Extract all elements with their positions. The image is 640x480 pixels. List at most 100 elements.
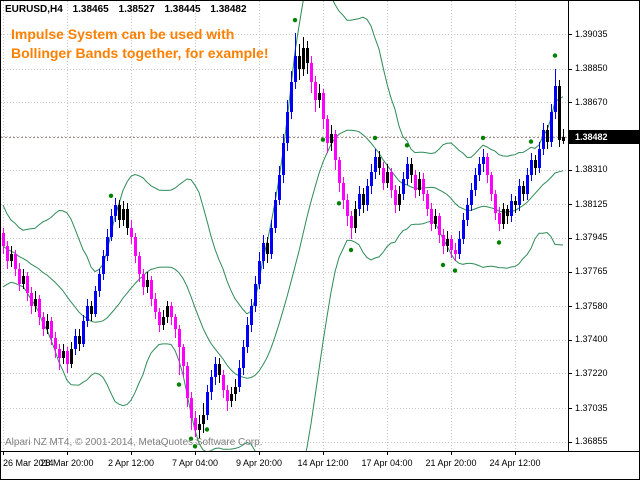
candle-body <box>146 280 149 287</box>
candle <box>150 276 153 306</box>
candle <box>158 308 161 332</box>
candle <box>246 317 249 353</box>
candle-body <box>70 349 73 364</box>
candle <box>318 84 321 108</box>
candle <box>290 71 293 119</box>
candle <box>130 220 133 244</box>
candle <box>470 183 473 211</box>
candle <box>366 179 369 211</box>
signal-dot <box>452 268 458 273</box>
candle <box>258 252 261 289</box>
candle <box>226 385 229 411</box>
candle <box>546 125 549 149</box>
candle-body <box>122 209 125 220</box>
candle-body <box>30 293 33 306</box>
signal-dot <box>188 436 194 441</box>
candle <box>442 229 445 254</box>
candle-body <box>358 194 361 209</box>
open-value: 1.38465 <box>72 4 109 15</box>
candle-body <box>562 137 565 141</box>
candle <box>14 250 17 276</box>
candle <box>118 200 121 228</box>
bollinger-lower-band <box>2 220 564 451</box>
candle <box>82 315 85 347</box>
candle <box>462 213 465 244</box>
signal-dot <box>440 262 446 268</box>
candle-body <box>434 216 437 224</box>
bid-price-box: 1.38482 <box>569 130 639 144</box>
candle-body <box>102 256 105 274</box>
price-scale-label: 1.37035 <box>575 402 608 413</box>
candle <box>42 312 45 336</box>
copyright-text: Alpari NZ MT4, © 2001-2014, MetaQuotes S… <box>5 437 263 448</box>
price-scale[interactable]: 1.39035 1.38850 1.38670 1.38310 1.38125 1.379… <box>568 1 639 451</box>
time-scale[interactable]: 26 Mar 2014 28 Mar 20:00 2 Apr 12:00 7 Apr … <box>1 452 639 479</box>
candle-body <box>158 312 161 325</box>
candle-body <box>186 366 189 398</box>
candle-body <box>306 48 309 63</box>
candle <box>2 228 5 254</box>
candle <box>154 293 157 319</box>
candle-body <box>174 317 177 329</box>
candle-body <box>462 220 465 239</box>
candle <box>234 379 237 401</box>
candle <box>114 198 117 222</box>
time-scale-label: 28 Mar 20:00 <box>40 458 94 468</box>
candle-body <box>134 237 137 256</box>
candle <box>458 231 461 259</box>
time-scale-label: 17 Apr 04:00 <box>361 458 413 468</box>
candle <box>122 201 125 226</box>
candle-body <box>378 157 381 168</box>
candle <box>486 153 489 183</box>
candle <box>6 241 9 269</box>
close-value: 1.38482 <box>210 4 247 15</box>
candle <box>446 231 449 252</box>
candle <box>358 186 361 216</box>
candle-body <box>34 299 37 306</box>
price-scale-label: 1.38850 <box>575 63 608 74</box>
candle-body <box>362 194 365 205</box>
candle-body <box>230 394 233 401</box>
signal-dot <box>528 139 534 144</box>
candle <box>294 33 297 89</box>
candle <box>398 186 401 211</box>
candle-body <box>222 375 225 390</box>
signal-dot <box>320 137 326 142</box>
candle-body <box>282 143 285 175</box>
candle-body <box>170 306 173 317</box>
candle <box>346 194 349 226</box>
candle-body <box>334 134 337 160</box>
candle-body <box>442 235 445 246</box>
candle <box>310 56 313 93</box>
candle-body <box>326 119 329 143</box>
candle <box>222 370 225 398</box>
candle-body <box>250 306 253 325</box>
candle <box>26 272 29 301</box>
candle <box>338 157 341 192</box>
candle <box>162 310 165 330</box>
candle-body <box>294 56 297 82</box>
candle <box>430 203 433 231</box>
candle-body <box>114 205 117 216</box>
candle-body <box>522 186 525 194</box>
candle-body <box>218 364 221 375</box>
candle-body <box>6 246 9 261</box>
candle <box>374 149 377 179</box>
candle <box>550 104 553 147</box>
candle <box>22 269 25 289</box>
candle <box>450 235 453 258</box>
candle-body <box>542 130 545 149</box>
signal-dot <box>348 247 354 253</box>
candle-body <box>210 377 213 392</box>
candle-body <box>178 329 181 347</box>
candle-body <box>470 190 473 205</box>
candle <box>242 340 245 375</box>
candle-body <box>274 200 277 228</box>
candle <box>98 269 101 297</box>
candle-body <box>18 269 21 284</box>
candle <box>518 179 521 211</box>
candle-body <box>438 216 441 235</box>
candle-body <box>50 321 53 338</box>
